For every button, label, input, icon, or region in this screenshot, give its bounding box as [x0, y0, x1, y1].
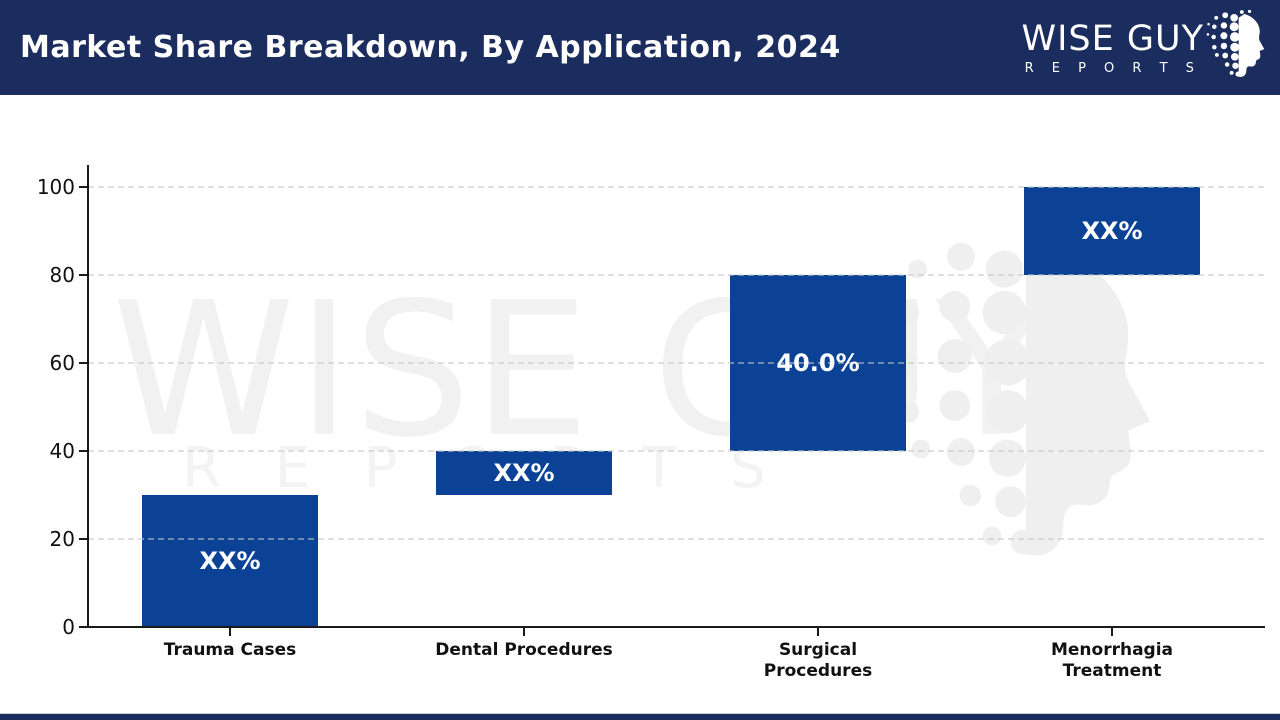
y-tick — [79, 538, 88, 540]
y-tick-label: 100 — [36, 175, 75, 199]
footer-divider — [0, 713, 1280, 714]
y-tick — [79, 626, 88, 628]
x-axis-line — [87, 626, 1265, 628]
y-tick — [79, 450, 88, 452]
x-tick-label: Surgical Procedures — [763, 640, 873, 681]
bar — [142, 495, 318, 627]
bar-value-label: XX% — [493, 459, 555, 487]
gridline — [88, 186, 1264, 188]
x-tick — [817, 628, 819, 636]
bar-value-label: 40.0% — [776, 349, 860, 377]
bar-value-label: XX% — [199, 547, 261, 575]
watermark-head-icon — [871, 232, 1151, 556]
y-tick — [79, 274, 88, 276]
x-tick — [229, 628, 231, 636]
x-tick — [523, 628, 525, 636]
x-tick-label: Trauma Cases — [163, 640, 297, 660]
bar-value-label: XX% — [1081, 217, 1143, 245]
y-axis-line — [87, 165, 89, 628]
gridline — [88, 450, 1264, 452]
footer-bar — [0, 714, 1280, 720]
brand-subtitle: R E P O R T S — [1024, 60, 1201, 76]
header-bar: Market Share Breakdown, By Application, … — [0, 0, 1280, 95]
y-tick — [79, 186, 88, 188]
page-title: Market Share Breakdown, By Application, … — [20, 30, 841, 65]
bar — [1024, 187, 1200, 275]
x-tick — [1111, 628, 1113, 636]
bar — [436, 451, 612, 495]
wiseguy-head-icon — [1206, 9, 1265, 77]
y-tick-label: 40 — [49, 439, 75, 463]
brand-name: WISE GUY — [1021, 19, 1204, 60]
brand-logo: WISE GUY R E P O R T S — [1021, 7, 1270, 89]
y-tick-label: 60 — [49, 351, 75, 375]
y-tick-label: 0 — [62, 615, 75, 639]
y-tick — [79, 362, 88, 364]
brand-wordmark: WISE GUY R E P O R T S — [1021, 21, 1204, 75]
y-tick-label: 20 — [49, 527, 75, 551]
gridline — [88, 538, 1264, 540]
y-tick-label: 80 — [49, 263, 75, 287]
x-tick-label: Menorrhagia Treatment — [1050, 640, 1174, 681]
gridline — [88, 362, 1264, 364]
gridline — [88, 274, 1264, 276]
x-tick-label: Dental Procedures — [435, 640, 613, 660]
